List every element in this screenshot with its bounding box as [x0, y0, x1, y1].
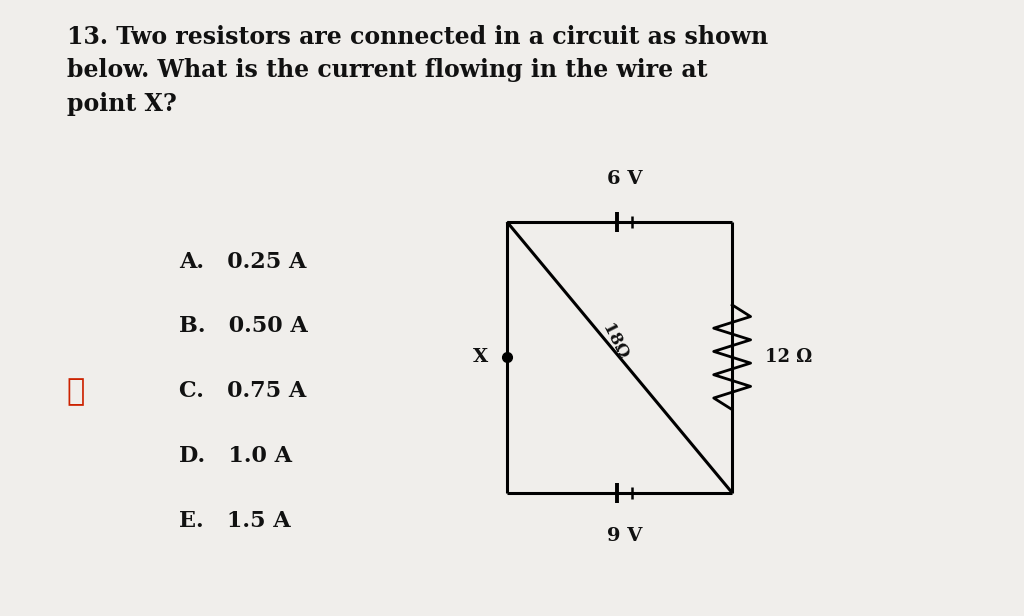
Text: 12 Ω: 12 Ω	[765, 348, 812, 367]
Text: 18Ω: 18Ω	[598, 321, 631, 363]
Text: B.   0.50 A: B. 0.50 A	[179, 315, 308, 338]
Text: X: X	[473, 348, 488, 367]
Text: D.   1.0 A: D. 1.0 A	[179, 445, 292, 467]
Text: 9 V: 9 V	[607, 527, 642, 545]
Text: 13. Two resistors are connected in a circuit as shown
below. What is the current: 13. Two resistors are connected in a cir…	[67, 25, 768, 116]
Text: E.   1.5 A: E. 1.5 A	[179, 509, 291, 532]
Text: 6 V: 6 V	[607, 169, 642, 188]
Text: A.   0.25 A: A. 0.25 A	[179, 251, 306, 273]
Text: C.   0.75 A: C. 0.75 A	[179, 380, 306, 402]
Text: ✓: ✓	[67, 376, 85, 407]
